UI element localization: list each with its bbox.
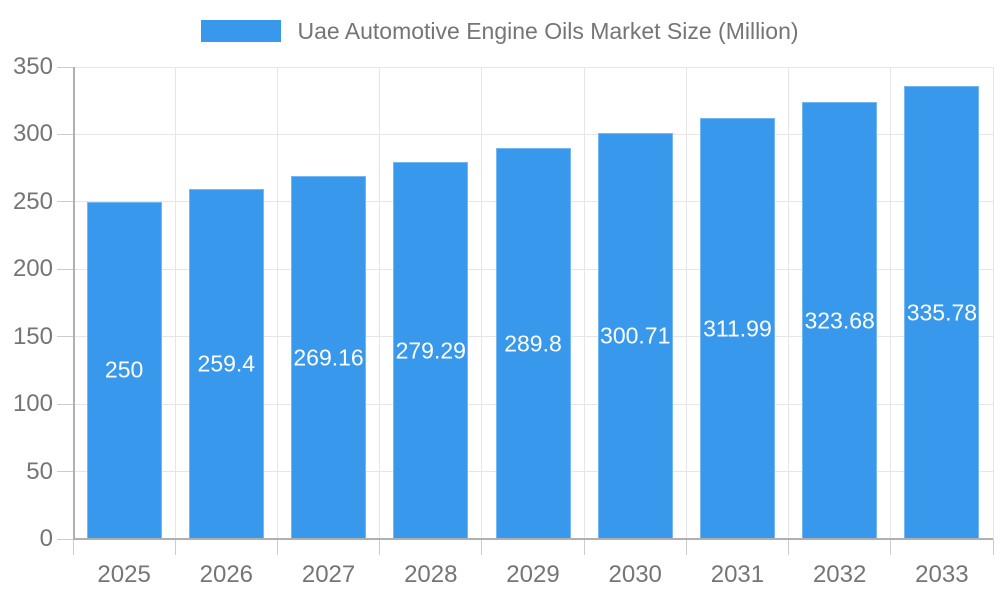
x-gridline — [890, 67, 892, 539]
bar-value-label: 250 — [104, 356, 144, 383]
x-axis-label: 2031 — [710, 561, 765, 588]
chart-legend: Uae Automotive Engine Oils Market Size (… — [0, 14, 1000, 48]
bar[interactable] — [291, 176, 367, 539]
bar-value-label: 259.4 — [197, 350, 256, 377]
x-axis-tick — [276, 539, 278, 555]
x-axis-label: 2030 — [608, 561, 662, 588]
bar-value-label: 279.29 — [395, 337, 466, 364]
bar-value-label: 323.68 — [804, 307, 875, 334]
y-axis-tick — [57, 538, 73, 540]
x-axis-label: 2026 — [199, 561, 254, 588]
bar[interactable] — [86, 201, 162, 539]
x-axis-label: 2033 — [915, 561, 969, 588]
x-axis-label: 2029 — [506, 561, 560, 588]
x-axis-label: 2027 — [301, 561, 356, 588]
x-axis-tick — [788, 539, 790, 555]
y-axis-label: 200 — [12, 255, 53, 283]
y-axis-tick — [57, 268, 73, 270]
x-gridline — [379, 67, 381, 539]
x-axis-line — [73, 538, 993, 540]
bar[interactable] — [802, 102, 878, 539]
x-axis-tick — [583, 539, 585, 555]
legend-label: Uae Automotive Engine Oils Market Size (… — [297, 17, 799, 44]
y-axis-tick — [57, 66, 73, 68]
x-gridline — [583, 67, 585, 539]
x-gridline — [481, 67, 483, 539]
bar[interactable] — [597, 133, 673, 539]
x-axis-label: 2025 — [97, 561, 151, 588]
legend-swatch — [201, 20, 282, 42]
y-axis-tick — [57, 201, 73, 203]
x-axis-tick — [72, 539, 74, 555]
y-axis-label: 150 — [12, 322, 53, 350]
x-axis-tick — [685, 539, 687, 555]
x-gridline — [788, 67, 790, 539]
x-gridline — [174, 67, 176, 539]
bar[interactable] — [393, 162, 469, 539]
x-gridline — [685, 67, 687, 539]
bar[interactable] — [904, 86, 980, 539]
bar-value-label: 289.8 — [504, 330, 562, 357]
y-axis-tick — [57, 336, 73, 338]
bar-value-label: 311.99 — [703, 315, 772, 342]
y-axis-label: 350 — [12, 53, 53, 80]
y-axis-tick — [57, 471, 73, 473]
y-gridline — [73, 133, 993, 135]
bar-value-label: 335.78 — [906, 299, 978, 326]
y-axis-label: 100 — [12, 390, 53, 418]
bar-value-label: 300.71 — [600, 322, 671, 349]
bar[interactable] — [495, 148, 571, 539]
x-axis-tick — [379, 539, 381, 555]
x-axis-tick — [481, 539, 483, 555]
x-axis-tick — [992, 539, 994, 555]
x-axis-tick — [174, 539, 176, 555]
x-gridline — [992, 67, 994, 539]
y-axis-line — [72, 67, 75, 539]
y-axis-tick — [57, 403, 73, 405]
x-gridline — [276, 67, 278, 539]
y-axis-label: 300 — [12, 120, 53, 148]
x-axis-tick — [890, 539, 892, 555]
x-axis-label: 2028 — [404, 561, 458, 588]
x-axis-label: 2032 — [812, 561, 867, 588]
bar[interactable] — [699, 118, 775, 539]
y-axis-tick — [57, 133, 73, 135]
y-gridline — [73, 66, 993, 68]
bar-value-label: 269.16 — [293, 344, 364, 370]
y-axis-label: 250 — [12, 187, 53, 215]
bar[interactable] — [188, 189, 264, 539]
y-axis-label: 50 — [26, 457, 53, 485]
y-axis-label: 0 — [39, 525, 53, 552]
